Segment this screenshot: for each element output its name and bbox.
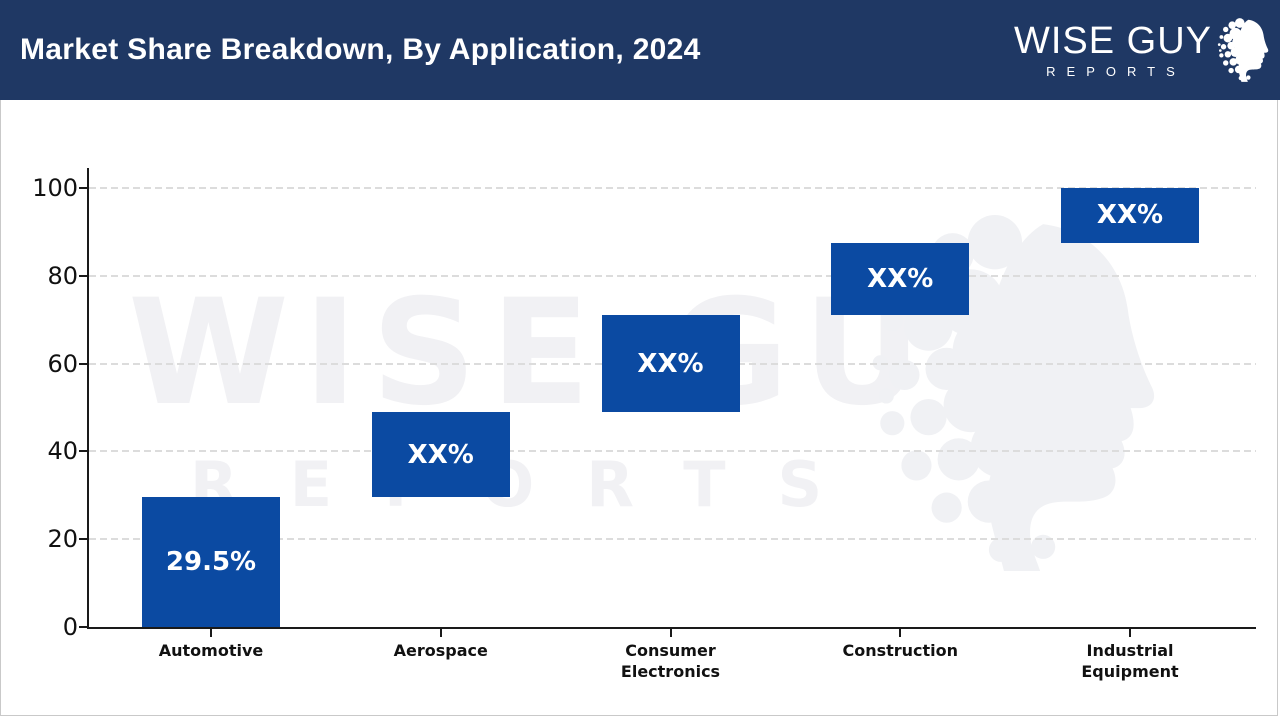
logo-text: WISE GUY REPORTS	[1014, 22, 1212, 79]
y-tick-0	[79, 626, 88, 628]
y-tick-80	[79, 274, 88, 277]
logo-name: WISE GUY	[1013, 19, 1212, 62]
bar-aerospace: XX%	[371, 411, 510, 498]
y-tick-100	[79, 187, 88, 189]
y-tick-label-80: 80	[47, 261, 78, 290]
bar-consumer-electronics: XX%	[601, 315, 740, 412]
x-tick-3	[899, 629, 902, 637]
bar-value-label: XX%	[1096, 200, 1164, 231]
page-title: Market Share Breakdown, By Application, …	[20, 33, 701, 66]
bar-value-label: XX%	[867, 264, 934, 295]
y-tick-40	[79, 450, 88, 453]
bar-construction: XX%	[831, 242, 970, 316]
gridline-20	[89, 538, 1256, 541]
x-tick-1	[439, 629, 442, 637]
header-bar: Market Share Breakdown, By Application, …	[0, 0, 1280, 100]
y-axis-line	[87, 168, 89, 629]
wise-guy-logo: WISE GUY REPORTS	[1014, 4, 1270, 96]
y-tick-label-20: 20	[47, 525, 78, 554]
gridline-100	[89, 187, 1256, 189]
y-tick-label-40: 40	[47, 437, 78, 466]
x-tick-2	[669, 629, 672, 637]
bar-automotive: 29.5%	[142, 497, 280, 627]
y-tick-label-60: 60	[47, 349, 78, 378]
x-tick-0	[210, 629, 212, 637]
y-tick-20	[79, 538, 88, 541]
category-label-3: Construction	[842, 641, 959, 660]
y-tick-label-0: 0	[62, 613, 78, 641]
y-tick-label-100: 100	[32, 174, 78, 202]
category-label-0: Automotive	[158, 641, 264, 660]
x-axis-line	[87, 627, 1256, 629]
category-label-2: Consumer Electronics	[620, 641, 721, 682]
y-tick-60	[79, 362, 88, 365]
gridline-40	[89, 450, 1256, 453]
bar-value-label: 29.5%	[165, 547, 257, 578]
wise-guy-head-icon	[1217, 18, 1269, 82]
gridline-80	[89, 274, 1256, 277]
bar-value-label: XX%	[407, 439, 474, 470]
category-label-1: Aerospace	[393, 641, 488, 660]
x-tick-4	[1129, 629, 1131, 637]
bar-value-label: XX%	[637, 348, 704, 379]
category-label-4: Industrial Equipment	[1081, 641, 1179, 682]
logo-subtitle: REPORTS	[1046, 63, 1186, 79]
bar-industrial-equipment: XX%	[1061, 188, 1199, 243]
watermark-text-2: REPORTS	[190, 448, 875, 521]
